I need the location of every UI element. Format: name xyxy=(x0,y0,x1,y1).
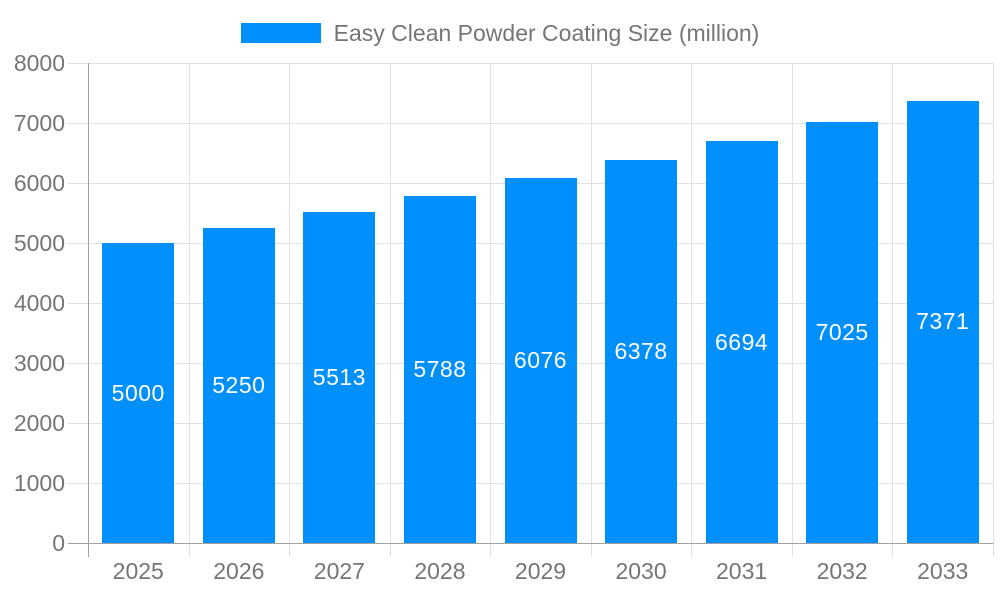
bar[interactable]: 5250 xyxy=(202,228,275,543)
x-axis-category-label: 2027 xyxy=(313,558,365,584)
x-axis-category-label: 2033 xyxy=(917,558,969,584)
bar[interactable]: 5513 xyxy=(303,212,376,543)
y-axis-line xyxy=(88,63,89,557)
vertical-gridline xyxy=(691,63,693,557)
legend-swatch xyxy=(240,23,321,43)
vertical-gridline xyxy=(791,63,793,557)
horizontal-gridline xyxy=(68,63,993,64)
bar-value-label: 6378 xyxy=(614,338,668,365)
bar[interactable]: 7025 xyxy=(806,121,879,543)
vertical-gridline xyxy=(993,63,994,557)
y-axis-tick-label: 5000 xyxy=(13,230,65,256)
x-axis-line xyxy=(68,543,993,544)
y-axis-tick-label: 7000 xyxy=(13,110,65,136)
bar[interactable]: 6378 xyxy=(605,160,678,543)
y-axis-tick-label: 4000 xyxy=(13,290,65,316)
y-axis-tick-label: 2000 xyxy=(13,410,65,436)
legend-label: Easy Clean Powder Coating Size (million) xyxy=(333,20,760,46)
bar[interactable]: 6076 xyxy=(504,178,577,543)
vertical-gridline xyxy=(590,63,592,557)
vertical-gridline xyxy=(892,63,894,557)
bar-value-label: 6694 xyxy=(715,328,769,355)
bar-value-label: 5513 xyxy=(312,364,366,391)
bar-value-label: 5788 xyxy=(413,355,467,382)
x-axis-category-label: 2026 xyxy=(213,558,265,584)
y-axis-tick-label: 0 xyxy=(52,530,65,556)
x-axis-category-label: 2029 xyxy=(514,558,567,584)
y-axis-tick-label: 8000 xyxy=(13,50,65,76)
bar[interactable]: 5788 xyxy=(403,195,476,543)
vertical-gridline xyxy=(389,63,391,557)
x-axis-category-label: 2028 xyxy=(414,558,466,584)
bar-value-label: 7371 xyxy=(916,308,970,335)
x-axis-category-label: 2032 xyxy=(816,558,868,584)
bar-value-label: 5000 xyxy=(111,379,165,406)
bar-value-label: 7025 xyxy=(815,318,869,345)
y-axis-tick-label: 1000 xyxy=(13,470,65,496)
horizontal-gridline xyxy=(68,123,993,124)
x-axis-category-label: 2031 xyxy=(716,558,768,584)
vertical-gridline xyxy=(289,63,291,557)
bar[interactable]: 6694 xyxy=(705,141,778,543)
x-axis-category-label: 2030 xyxy=(615,558,667,584)
bar[interactable]: 5000 xyxy=(102,243,175,543)
vertical-gridline xyxy=(188,63,190,557)
bar-value-label: 6076 xyxy=(513,347,568,374)
bar[interactable]: 7371 xyxy=(906,100,979,543)
x-axis-category-label: 2025 xyxy=(112,558,164,584)
bar-value-label: 5250 xyxy=(212,372,266,398)
y-axis-tick-label: 3000 xyxy=(13,350,65,376)
y-axis-tick-label: 6000 xyxy=(13,170,65,196)
vertical-gridline xyxy=(490,63,492,557)
legend-item[interactable]: Easy Clean Powder Coating Size (million) xyxy=(0,20,1000,46)
